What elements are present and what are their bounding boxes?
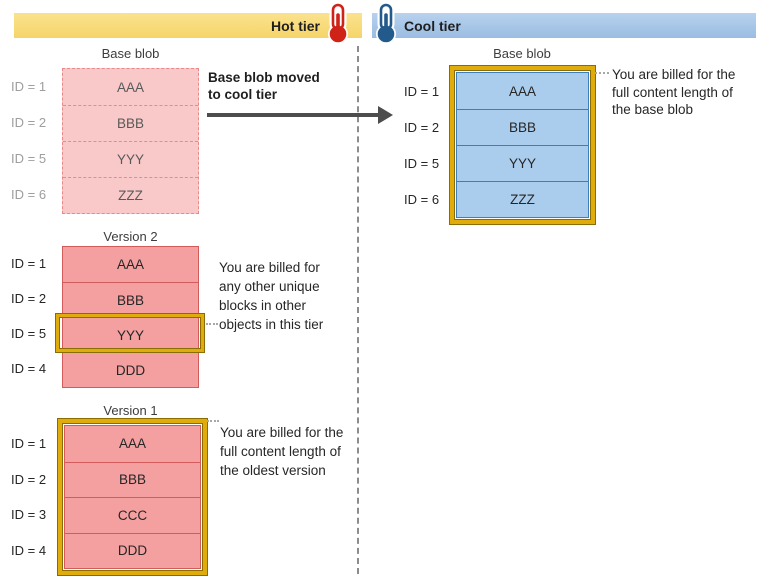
version2-note: You are billed for any other unique bloc… bbox=[219, 260, 324, 332]
block-cell: YYY bbox=[63, 317, 198, 352]
hot-base-blob-id-column: ID = 1 ID = 2 ID = 5 ID = 6 bbox=[11, 68, 46, 212]
row-id-label: ID = 6 bbox=[11, 186, 47, 202]
block-cell: AAA bbox=[116, 79, 144, 95]
version1-billing-highlight: AAA BBB CCC DDD bbox=[58, 419, 207, 575]
row-id-label: ID = 5 bbox=[11, 150, 47, 166]
row-id-label: ID = 3 bbox=[11, 507, 47, 523]
block-cell: BBB bbox=[63, 282, 198, 317]
version2-id-column: ID = 1 ID = 2 ID = 5 ID = 4 bbox=[11, 246, 46, 386]
block-cell: ZZZ bbox=[457, 181, 588, 217]
move-arrow-label: Base blob moved to cool tier bbox=[208, 70, 320, 102]
dotted-connector bbox=[595, 72, 609, 74]
block-cell: ZZZ bbox=[63, 177, 198, 213]
cool-base-blob-billing-highlight: AAA BBB YYY ZZZ bbox=[450, 66, 595, 224]
version2-table: AAA BBB YYY DDD bbox=[62, 246, 199, 388]
dotted-connector bbox=[207, 420, 219, 422]
version1-title: Version 1 bbox=[103, 403, 158, 418]
cool-base-blob-table: AAA BBB YYY ZZZ bbox=[456, 72, 589, 218]
version1-note: You are billed for the full content leng… bbox=[220, 425, 344, 478]
hot-tier-label: Hot tier bbox=[271, 17, 320, 34]
row-id-label: ID = 1 bbox=[404, 83, 440, 99]
hot-base-blob-title: Base blob bbox=[101, 46, 160, 61]
row-id-label: ID = 1 bbox=[11, 256, 47, 271]
block-cell: BBB bbox=[457, 109, 588, 145]
row-id-label: ID = 2 bbox=[11, 291, 47, 306]
version2-title: Version 2 bbox=[103, 229, 158, 244]
version1-table: AAA BBB CCC DDD bbox=[64, 425, 201, 569]
thermometer-cool-icon bbox=[376, 2, 396, 44]
row-id-label: ID = 1 bbox=[11, 436, 47, 452]
cool-base-blob-note: You are billed for the full content leng… bbox=[612, 67, 736, 117]
row-id-label: ID = 1 bbox=[11, 78, 47, 94]
cool-base-blob-title: Base blob bbox=[493, 46, 551, 61]
row-id-label: ID = 2 bbox=[404, 119, 440, 135]
block-cell: BBB bbox=[65, 461, 200, 498]
row-id-label: ID = 2 bbox=[11, 471, 47, 487]
hot-tier-bar: Hot tier bbox=[14, 13, 362, 38]
block-cell: AAA bbox=[508, 83, 536, 99]
block-cell: CCC bbox=[65, 497, 200, 533]
tier-separator-line bbox=[357, 46, 359, 574]
cool-base-blob-id-column: ID = 1 ID = 2 ID = 5 ID = 6 bbox=[404, 73, 439, 217]
row-id-label: ID = 5 bbox=[404, 155, 440, 171]
cool-tier-label: Cool tier bbox=[404, 17, 461, 34]
row-id-label: ID = 4 bbox=[11, 542, 47, 558]
version1-id-column: ID = 1 ID = 2 ID = 3 ID = 4 bbox=[11, 426, 46, 568]
row-id-label: ID = 4 bbox=[11, 361, 47, 376]
move-arrow-shaft bbox=[207, 113, 380, 117]
hot-base-blob-table: AAA BBB YYY ZZZ bbox=[62, 68, 199, 214]
block-cell: AAA bbox=[118, 436, 146, 452]
cool-tier-bar: Cool tier bbox=[372, 13, 756, 38]
block-cell: DDD bbox=[65, 532, 200, 569]
block-cell: YYY bbox=[457, 145, 588, 181]
block-cell: YYY bbox=[63, 141, 198, 177]
dotted-connector bbox=[206, 323, 218, 325]
block-cell: AAA bbox=[116, 257, 144, 272]
row-id-label: ID = 5 bbox=[11, 326, 47, 341]
row-id-label: ID = 2 bbox=[11, 114, 47, 130]
block-cell: BBB bbox=[63, 105, 198, 141]
thermometer-hot-icon bbox=[328, 2, 348, 44]
block-cell: DDD bbox=[63, 352, 198, 387]
move-arrow-head-icon bbox=[378, 106, 393, 124]
row-id-label: ID = 6 bbox=[404, 191, 440, 207]
